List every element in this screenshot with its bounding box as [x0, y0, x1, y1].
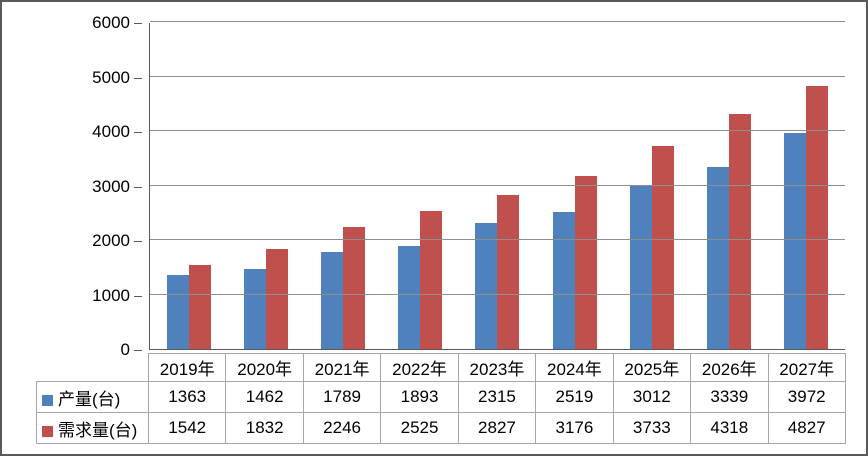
table-value-cell: 1893: [380, 381, 459, 413]
table-row-需求量(台): 需求量(台) 1542 1832 2246 2525 2827 3176 3733 4318 48…: [36, 412, 846, 444]
y-tick-label-2000: 2000: [92, 231, 130, 250]
legend-label: 产量(台): [58, 389, 121, 409]
gridline-5000: [150, 75, 845, 77]
bar-group-2027年: [768, 23, 845, 349]
bar-group-2020年: [227, 23, 304, 349]
y-tick-mark: [134, 241, 142, 242]
y-tick-label-1000: 1000: [92, 285, 130, 305]
bar-group-2023年: [459, 23, 536, 349]
y-tick-mark: [134, 77, 142, 79]
bar-group-2019年: [150, 23, 227, 349]
bar-产量(台)-2024年: [552, 211, 575, 349]
gridline-6000: [150, 21, 845, 22]
data-table: 2019年 2020年 2021年 2022年 2023年 2024年 2025年 2026年…: [36, 353, 846, 444]
bar-需求量(台)-2026年: [729, 113, 752, 349]
table-value-cell: 3972: [767, 381, 846, 413]
bar-产量(台)-2019年: [166, 274, 189, 349]
y-tick-mark: [134, 23, 142, 24]
y-tick-label-3000: 3000: [92, 176, 130, 196]
table-year-cell: 2021年: [302, 353, 382, 382]
bar-需求量(台)-2025年: [651, 145, 674, 349]
y-tick-mark: [134, 350, 142, 351]
table-value-cell: 2246: [302, 412, 382, 444]
y-tick-mark: [134, 186, 142, 188]
bar-group-2022年: [382, 23, 459, 349]
bar-产量(台)-2027年: [784, 132, 807, 349]
table-value-cell: 3012: [612, 381, 692, 413]
table-value-cell: 1363: [147, 381, 227, 413]
bar-产量(台)-2021年: [321, 251, 344, 349]
y-tick-label-0: 0: [120, 340, 130, 359]
bar-需求量(台)-2024年: [574, 175, 597, 349]
table-value-cell: 4827: [767, 412, 846, 444]
bar-需求量(台)-2021年: [343, 226, 366, 349]
y-tick-mark: [134, 132, 142, 133]
legend-label: 需求量(台): [58, 420, 138, 440]
plot-area: [149, 21, 845, 350]
table-value-cell: 2525: [380, 412, 459, 444]
y-axis: 0 1000 2000 3000 4000 5000 6000: [2, 14, 142, 359]
bars-layer: [150, 23, 845, 349]
table-value-cell: 1789: [302, 381, 382, 413]
legend-cell-需求量(台): 需求量(台): [36, 412, 149, 444]
table-year-cell: 2027年: [767, 353, 846, 382]
table-year-cell: 2022年: [380, 353, 459, 382]
table-value-cell: 2315: [457, 381, 537, 413]
data-table-body: 2019年 2020年 2021年 2022年 2023年 2024年 2025年 2026年…: [36, 353, 846, 444]
table-value-cell: 1542: [147, 412, 227, 444]
bar-产量(台)-2026年: [707, 167, 730, 349]
table-year-cell: 2024年: [535, 353, 614, 382]
table-value-cell: 2827: [457, 412, 537, 444]
bar-需求量(台)-2027年: [806, 85, 829, 349]
table-row-产量(台): 产量(台) 1363 1462 1789 1893 2315 2519 3012 3339 397…: [36, 381, 846, 413]
bar-需求量(台)-2019年: [188, 264, 211, 349]
gridline-2000: [150, 239, 845, 240]
bar-产量(台)-2023年: [475, 222, 498, 349]
bar-需求量(台)-2020年: [265, 249, 288, 349]
table-value-cell: 3339: [690, 381, 769, 413]
bar-产量(台)-2020年: [243, 269, 266, 349]
table-year-cell: 2019年: [147, 353, 227, 382]
y-tick-label-6000: 6000: [92, 13, 130, 32]
gridline-3000: [150, 184, 845, 186]
bar-需求量(台)-2023年: [497, 194, 520, 349]
bar-group-2021年: [304, 23, 381, 349]
bar-group-2024年: [536, 23, 613, 349]
bar-产量(台)-2022年: [398, 245, 421, 349]
table-value-cell: 3176: [535, 412, 614, 444]
table-year-cell: 2020年: [225, 353, 304, 382]
table-row-years: 2019年 2020年 2021年 2022年 2023年 2024年 2025年 2026年…: [37, 353, 846, 382]
legend-swatch-icon: [42, 425, 53, 437]
bar-需求量(台)-2022年: [420, 211, 443, 349]
y-tick-label-4000: 4000: [92, 122, 130, 141]
table-value-cell: 4318: [690, 412, 769, 444]
bar-产量(台)-2025年: [629, 184, 652, 349]
y-tick-mark: [134, 295, 142, 297]
legend-cell-产量(台): 产量(台): [36, 381, 149, 413]
table-year-cell: 2025年: [612, 353, 692, 382]
gridline-1000: [150, 293, 845, 295]
legend-swatch-icon: [42, 394, 53, 406]
table-year-cell: 2023年: [457, 353, 537, 382]
bar-group-2026年: [691, 23, 768, 349]
y-tick-label-5000: 5000: [92, 67, 130, 87]
bar-group-2025年: [613, 23, 690, 349]
table-value-cell: 2519: [535, 381, 614, 413]
table-year-cell: 2026年: [690, 353, 769, 382]
table-value-cell: 1462: [225, 381, 304, 413]
table-value-cell: 3733: [612, 412, 692, 444]
table-corner-cell: [37, 354, 149, 382]
table-value-cell: 1832: [225, 412, 304, 444]
gridline-4000: [150, 130, 845, 131]
